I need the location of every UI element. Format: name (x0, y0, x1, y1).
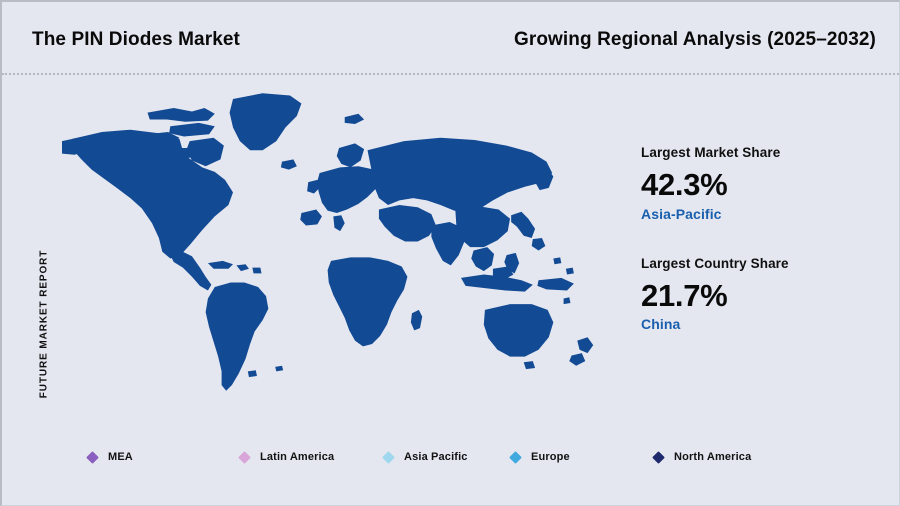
landmass-iberia (300, 209, 322, 226)
landmass-japan-2 (531, 238, 546, 251)
stats-panel: Largest Market Share 42.3% Asia-Pacific … (641, 145, 881, 332)
stat-block-market-share: Largest Market Share 42.3% Asia-Pacific (641, 145, 881, 222)
legend-diamond-icon (652, 450, 665, 464)
landmass-new-guinea (537, 277, 574, 291)
landmass-falklands (247, 370, 257, 378)
landmass-arctic-islands (147, 108, 215, 122)
legend-item-north-america: North America (652, 450, 752, 464)
header: The PIN Diodes Market Growing Regional A… (2, 2, 899, 75)
landmass-scandinavia (336, 143, 365, 168)
landmass-new-zealand (577, 337, 594, 354)
stat-label: Largest Market Share (641, 145, 781, 160)
landmass-indochina (471, 247, 495, 272)
landmass-new-zealand-2 (569, 353, 586, 366)
landmass-middle-east (378, 204, 436, 242)
landmass-italy (333, 215, 345, 232)
legend-label: MEA (108, 451, 133, 463)
legend-diamond-icon (509, 450, 522, 464)
landmass-madagascar (410, 309, 423, 331)
landmass-alaska (62, 136, 96, 155)
landmass-caribbean-2 (236, 264, 249, 272)
legend-label: Latin America (260, 451, 335, 463)
legend-label: Asia Pacific (404, 451, 468, 463)
header-divider (2, 73, 899, 75)
landmass-caribbean (207, 260, 233, 269)
landmass-arctic-islands-2 (169, 122, 215, 137)
landmass-north-america (72, 129, 233, 259)
landmass-caribbean-3 (252, 267, 262, 274)
landmass-british-isles (307, 179, 320, 194)
landmass-pacific-islands (553, 257, 562, 265)
landmass-pacific-islands-3 (563, 297, 571, 305)
header-subtitle: Growing Regional Analysis (2025–2032) (513, 29, 876, 50)
legend-item-asia-pacific: Asia Pacific (382, 450, 468, 464)
legend-label: Europe (531, 451, 570, 463)
legend-item-europe: Europe (509, 450, 570, 464)
landmass-iceland (280, 159, 297, 170)
legend-label: North America (674, 451, 752, 463)
landmass-borneo (492, 266, 514, 281)
world-map (62, 86, 632, 406)
stat-region: Asia-Pacific (641, 205, 722, 222)
landmass-europe (317, 166, 382, 213)
landmass-china (455, 206, 511, 248)
stat-label: Largest Country Share (641, 255, 789, 271)
landmass-baffin (186, 137, 224, 167)
landmass-south-georgia (275, 365, 284, 372)
stat-block-country-share: Largest Country Share 21.7% China (641, 256, 881, 333)
page-title: The PIN Diodes Market (32, 29, 240, 50)
landmass-svalbard (344, 113, 365, 125)
landmass-russia-asia (367, 137, 553, 213)
landmass-australia (483, 304, 554, 357)
landmass-tasmania (523, 361, 536, 370)
legend-item-mea: MEA (86, 450, 133, 464)
legend-item-latin-america: Latin America (238, 450, 335, 464)
landmass-central-america (170, 251, 212, 291)
brand-vertical-label: FUTURE MARKET REPORT (38, 249, 50, 399)
world-map-svg (62, 93, 594, 391)
landmass-indonesia (461, 274, 533, 292)
landmass-india (431, 222, 465, 266)
landmass-south-america (205, 282, 269, 391)
legend-diamond-icon (382, 450, 395, 464)
stat-region: China (641, 316, 681, 333)
landmass-kamchatka (533, 168, 554, 191)
legend-diamond-icon (86, 450, 99, 464)
stat-value: 42.3% (641, 167, 728, 202)
landmass-greenland (229, 93, 302, 151)
map-landmasses (62, 93, 594, 391)
landmass-korea-japan (511, 211, 536, 239)
landmass-africa (327, 257, 408, 347)
landmass-pacific-islands-2 (565, 267, 574, 275)
legend-diamond-icon (238, 450, 251, 464)
stat-value: 21.7% (641, 277, 728, 313)
map-legend: MEA Latin America Asia Pacific Europe No… (86, 450, 788, 471)
